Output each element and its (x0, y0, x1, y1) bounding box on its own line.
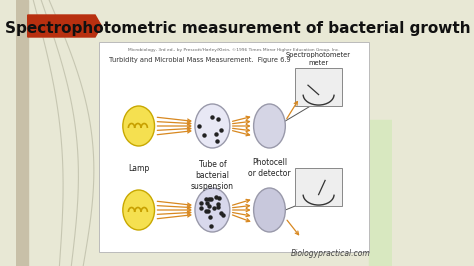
Text: Lamp: Lamp (128, 164, 149, 173)
FancyBboxPatch shape (295, 168, 342, 206)
Circle shape (195, 104, 230, 148)
Text: Microbiology, 3rd ed., by Prescott/Harley/Klein, ©1996 Times Mirror Higher Educa: Microbiology, 3rd ed., by Prescott/Harle… (128, 48, 339, 52)
Polygon shape (27, 15, 101, 37)
FancyBboxPatch shape (99, 42, 369, 252)
Text: Spectrophotometric measurement of bacterial growth: Spectrophotometric measurement of bacter… (5, 20, 471, 35)
Text: Photocell
or detector: Photocell or detector (248, 158, 291, 178)
Ellipse shape (254, 188, 285, 232)
Ellipse shape (254, 104, 285, 148)
Bar (16, 0, 27, 266)
Text: Biologypractical.com: Biologypractical.com (291, 249, 371, 258)
FancyBboxPatch shape (295, 68, 342, 106)
Bar (369, 120, 392, 266)
Circle shape (123, 190, 155, 230)
Circle shape (195, 188, 230, 232)
Text: Tube of
bacterial
suspension: Tube of bacterial suspension (191, 160, 234, 191)
Text: Turbidity and Microbial Mass Measurement.  Figure 6.9: Turbidity and Microbial Mass Measurement… (109, 57, 290, 63)
Circle shape (123, 106, 155, 146)
Text: Spectrophotometer
meter: Spectrophotometer meter (286, 52, 351, 66)
